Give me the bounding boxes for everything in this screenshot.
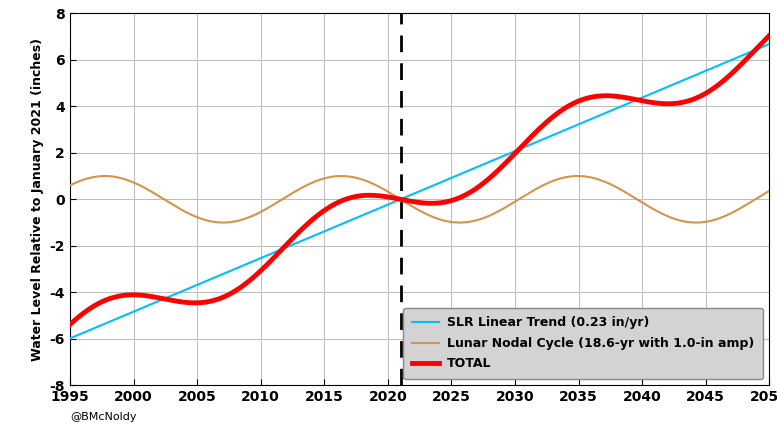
Y-axis label: Water Level Relative to January 2021 (inches): Water Level Relative to January 2021 (in… <box>31 38 44 361</box>
Legend: SLR Linear Trend (0.23 in/yr), Lunar Nodal Cycle (18.6-yr with 1.0-in amp), TOTA: SLR Linear Trend (0.23 in/yr), Lunar Nod… <box>403 307 763 379</box>
Text: @BMcNoldy: @BMcNoldy <box>70 412 137 421</box>
